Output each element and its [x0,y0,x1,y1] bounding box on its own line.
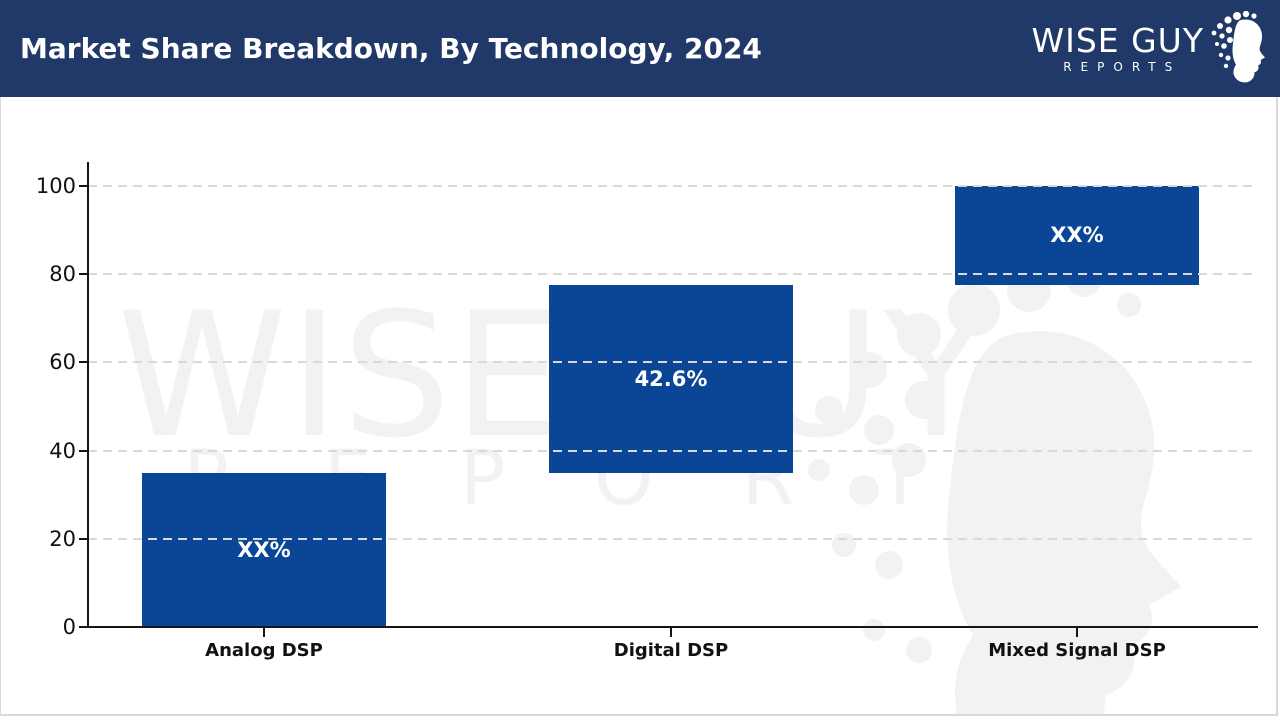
x-axis-spine [87,626,1258,628]
x-tick-1 [670,628,672,637]
logo-wordmark: WISE GUY [1031,21,1204,60]
header-bar: Market Share Breakdown, By Technology, 2… [0,0,1280,97]
y-tick-label-60: 60 [49,350,76,375]
logo-text: WISE GUY REPORTS [1031,23,1204,75]
x-category-label: Mixed Signal DSP [988,640,1166,661]
x-tick-0 [263,628,265,637]
y-gridline-60 [88,361,1256,364]
y-gridline-20 [88,537,1256,540]
y-tick-60 [79,361,88,364]
x-category-label: Analog DSP [205,640,323,661]
y-tick-label-80: 80 [49,262,76,287]
y-tick-80 [79,273,88,276]
bar-mixed-signal-dsp [955,186,1199,285]
y-tick-label-40: 40 [49,438,76,463]
y-tick-20 [79,537,88,540]
y-tick-label-0: 0 [62,615,76,639]
y-axis-spine [87,162,89,628]
y-tick-0 [79,626,88,628]
y-tick-label-100: 100 [35,174,76,198]
content-frame [0,97,1278,716]
y-tick-40 [79,449,88,452]
logo-subtitle: REPORTS [1063,60,1182,74]
y-gridline-40 [88,449,1256,452]
bar-digital-dsp [549,284,793,473]
y-tick-label-20: 20 [49,526,76,551]
y-gridline-100 [88,185,1256,187]
wise-guy-reports-logo: WISE GUY REPORTS [1031,10,1266,88]
bar-value-label: XX% [237,537,291,562]
bar-value-label: 42.6% [634,366,708,391]
page-title: Market Share Breakdown, By Technology, 2… [20,32,762,65]
x-category-label: Digital DSP [613,640,729,661]
x-tick-2 [1076,628,1078,637]
dotted-face-icon [1211,11,1265,83]
bar-value-label: XX% [1050,223,1104,248]
bar-analog-dsp [142,472,386,627]
y-gridline-80 [88,273,1256,276]
y-tick-100 [79,185,88,187]
